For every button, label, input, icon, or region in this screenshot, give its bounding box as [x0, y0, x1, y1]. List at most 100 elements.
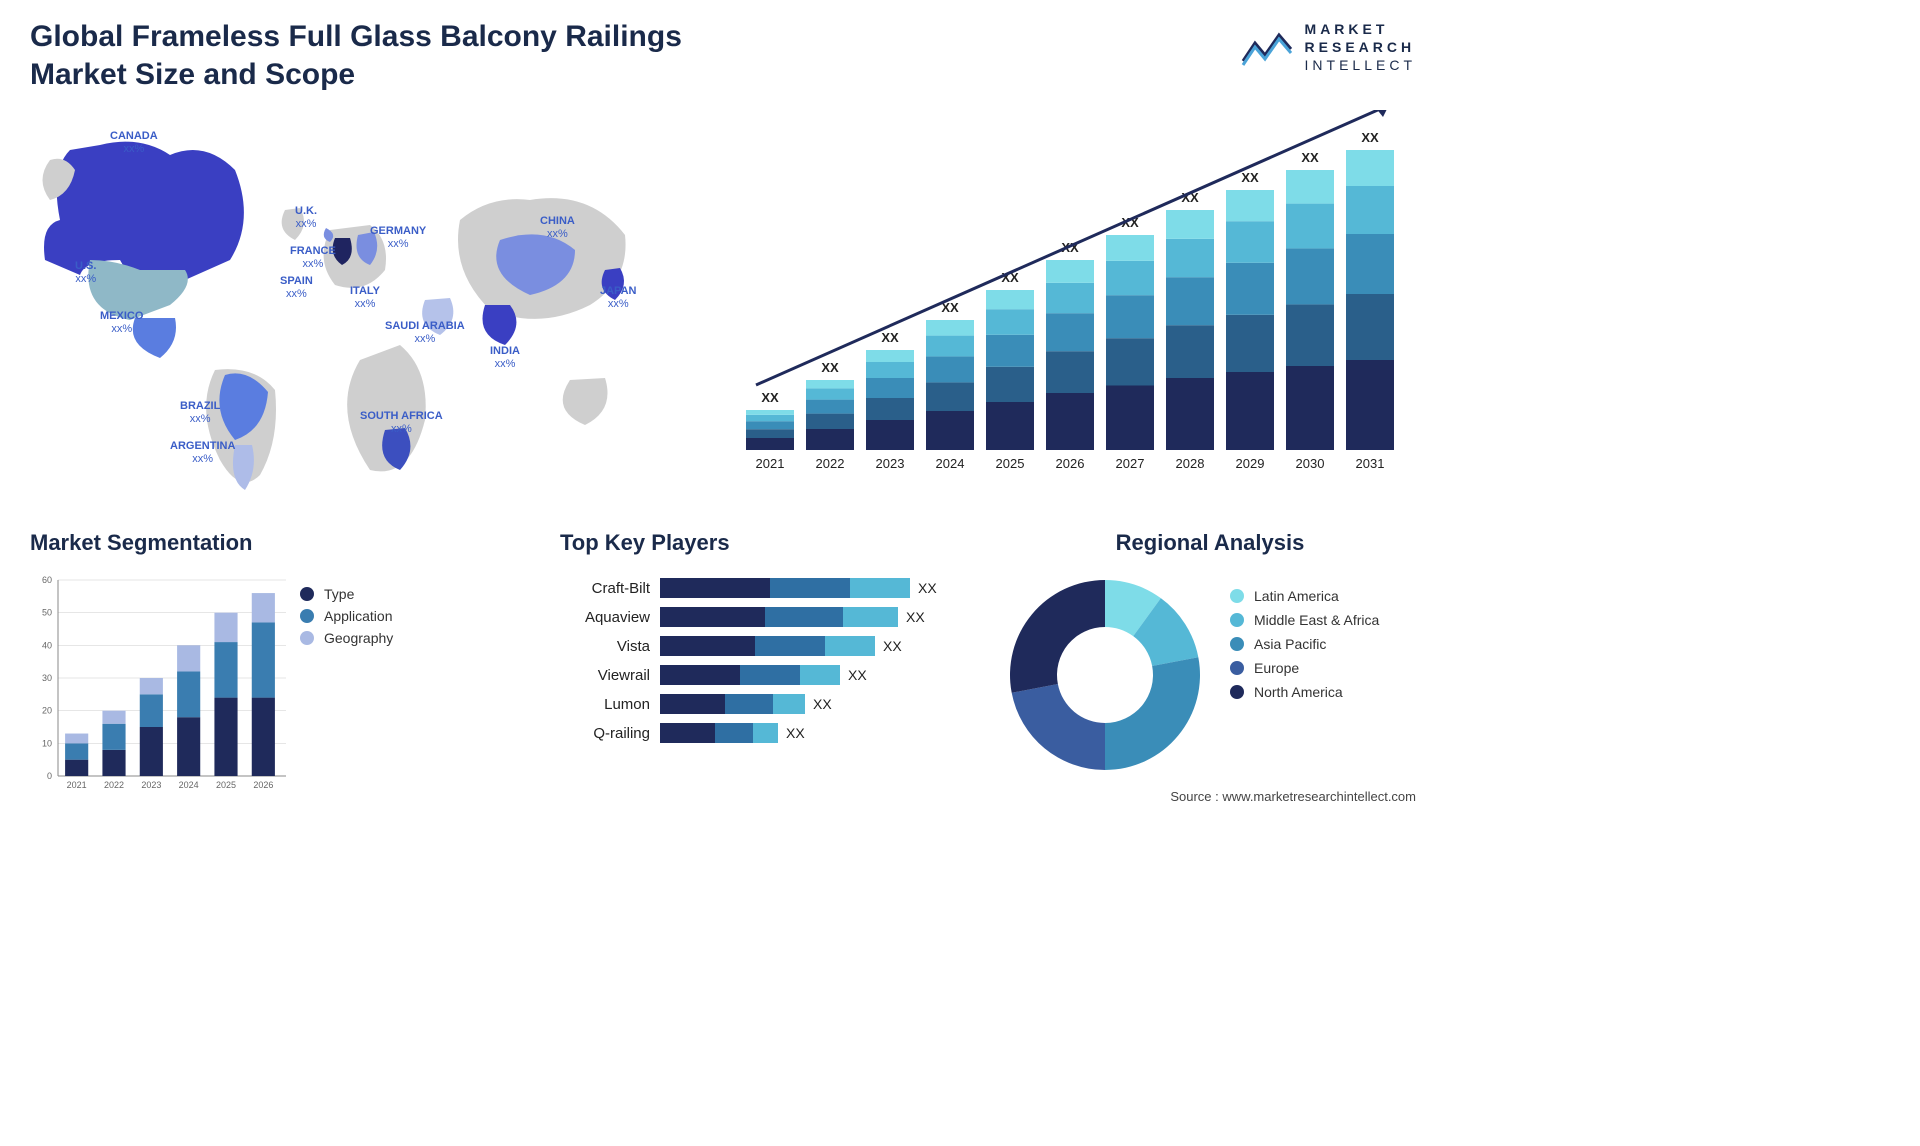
map-label-japan: JAPANxx% [600, 285, 636, 311]
player-bar [660, 723, 778, 743]
svg-text:2021: 2021 [67, 780, 87, 790]
regional-legend-asiapacific: Asia Pacific [1230, 636, 1379, 652]
player-row-vista: Vista XX [560, 634, 980, 658]
player-row-lumon: Lumon XX [560, 692, 980, 716]
svg-text:2022: 2022 [104, 780, 124, 790]
player-name: Q-railing [560, 725, 650, 742]
svg-text:2025: 2025 [216, 780, 236, 790]
svg-text:2022: 2022 [816, 456, 845, 471]
player-row-qrailing: Q-railing XX [560, 721, 980, 745]
seg-legend-geography: Geography [300, 630, 393, 646]
player-value: XX [883, 638, 902, 654]
svg-text:XX: XX [881, 330, 899, 345]
svg-text:2028: 2028 [1176, 456, 1205, 471]
map-label-spain: SPAINxx% [280, 275, 313, 301]
logo-line1: MARKET [1305, 20, 1416, 38]
segmentation-section: Market Segmentation 01020304050602021202… [30, 530, 430, 556]
map-label-china: CHINAxx% [540, 215, 575, 241]
map-label-uk: U.K.xx% [295, 205, 317, 231]
map-label-canada: CANADAxx% [110, 130, 158, 156]
player-name: Aquaview [560, 609, 650, 626]
svg-text:20: 20 [42, 706, 52, 716]
svg-text:2026: 2026 [253, 780, 273, 790]
svg-text:0: 0 [47, 771, 52, 781]
player-name: Vista [560, 638, 650, 655]
map-label-saudiarabia: SAUDI ARABIAxx% [385, 320, 465, 346]
svg-text:60: 60 [42, 575, 52, 585]
regional-title: Regional Analysis [1000, 530, 1420, 556]
player-name: Craft-Bilt [560, 580, 650, 597]
players-title: Top Key Players [560, 530, 980, 556]
segmentation-legend: Type Application Geography [300, 580, 393, 652]
map-label-india: INDIAxx% [490, 345, 520, 371]
map-label-germany: GERMANYxx% [370, 225, 426, 251]
player-row-craftbilt: Craft-Bilt XX [560, 576, 980, 600]
map-label-italy: ITALYxx% [350, 285, 380, 311]
player-bar [660, 694, 805, 714]
map-label-argentina: ARGENTINAxx% [170, 440, 235, 466]
svg-text:50: 50 [42, 608, 52, 618]
player-value: XX [906, 609, 925, 625]
regional-legend: Latin America Middle East & Africa Asia Pa… [1230, 580, 1379, 708]
regional-legend-europe: Europe [1230, 660, 1379, 676]
svg-text:40: 40 [42, 640, 52, 650]
logo-icon [1239, 25, 1295, 69]
svg-text:30: 30 [42, 673, 52, 683]
map-label-brazil: BRAZILxx% [180, 400, 220, 426]
regional-section: Regional Analysis Latin AmericaMiddle Ea… [1000, 530, 1420, 556]
source-text: Source : www.marketresearchintellect.com [1170, 789, 1416, 804]
donut-chart [1000, 570, 1210, 780]
logo-line3: INTELLECT [1305, 56, 1416, 74]
player-row-viewrail: Viewrail XX [560, 663, 980, 687]
svg-text:2026: 2026 [1056, 456, 1085, 471]
svg-text:XX: XX [1241, 170, 1259, 185]
map-label-france: FRANCExx% [290, 245, 336, 271]
player-row-aquaview: Aquaview XX [560, 605, 980, 629]
player-value: XX [813, 696, 832, 712]
svg-text:XX: XX [821, 360, 839, 375]
svg-text:XX: XX [1361, 130, 1379, 145]
growth-chart: 2021 XX 2022 XX 2023 XX 2024 XX 2025 XX 2026 XX 2027… [736, 110, 1416, 480]
player-bar [660, 578, 910, 598]
map-label-mexico: MEXICOxx% [100, 310, 143, 336]
page-title: Global Frameless Full Glass Balcony Rail… [30, 18, 730, 93]
regional-legend-middleeastafrica: Middle East & Africa [1230, 612, 1379, 628]
logo: MARKET RESEARCH INTELLECT [1239, 20, 1416, 75]
seg-legend-application: Application [300, 608, 393, 624]
svg-text:2027: 2027 [1116, 456, 1145, 471]
player-value: XX [848, 667, 867, 683]
player-name: Lumon [560, 696, 650, 713]
segmentation-chart: 0 10 20 30 40 50 60 2021 2022 2023 2024 2025 2026 [30, 570, 290, 800]
player-bar [660, 607, 898, 627]
svg-text:10: 10 [42, 738, 52, 748]
player-value: XX [786, 725, 805, 741]
donut-wrap [1000, 570, 1210, 785]
player-bar [660, 665, 840, 685]
seg-legend-type: Type [300, 586, 393, 602]
svg-text:2029: 2029 [1236, 456, 1265, 471]
regional-legend-northamerica: North America [1230, 684, 1379, 700]
players-list: Craft-BiltXXAquaviewXXVistaXXViewrailXXL… [560, 576, 980, 745]
svg-text:2025: 2025 [996, 456, 1025, 471]
players-section: Top Key Players Craft-BiltXXAquaviewXXVi… [560, 530, 980, 750]
svg-text:2030: 2030 [1296, 456, 1325, 471]
segmentation-title: Market Segmentation [30, 530, 430, 556]
svg-text:XX: XX [1301, 150, 1319, 165]
logo-text: MARKET RESEARCH INTELLECT [1305, 20, 1416, 75]
player-bar [660, 636, 875, 656]
svg-text:2023: 2023 [141, 780, 161, 790]
svg-text:XX: XX [761, 390, 779, 405]
growth-svg: 2021 XX 2022 XX 2023 XX 2024 XX 2025 XX 2026 XX 2027… [736, 110, 1416, 480]
svg-text:2021: 2021 [756, 456, 785, 471]
world-map: CANADAxx% U.S.xx% MEXICOxx% BRAZILxx% ARGENT… [30, 110, 680, 510]
map-label-us: U.S.xx% [75, 260, 96, 286]
map-label-southafrica: SOUTH AFRICAxx% [360, 410, 443, 436]
regional-legend-latinamerica: Latin America [1230, 588, 1379, 604]
player-name: Viewrail [560, 667, 650, 684]
svg-text:2031: 2031 [1356, 456, 1385, 471]
svg-text:2024: 2024 [936, 456, 965, 471]
player-value: XX [918, 580, 937, 596]
logo-line2: RESEARCH [1305, 38, 1416, 56]
svg-text:2023: 2023 [876, 456, 905, 471]
svg-text:2024: 2024 [179, 780, 199, 790]
